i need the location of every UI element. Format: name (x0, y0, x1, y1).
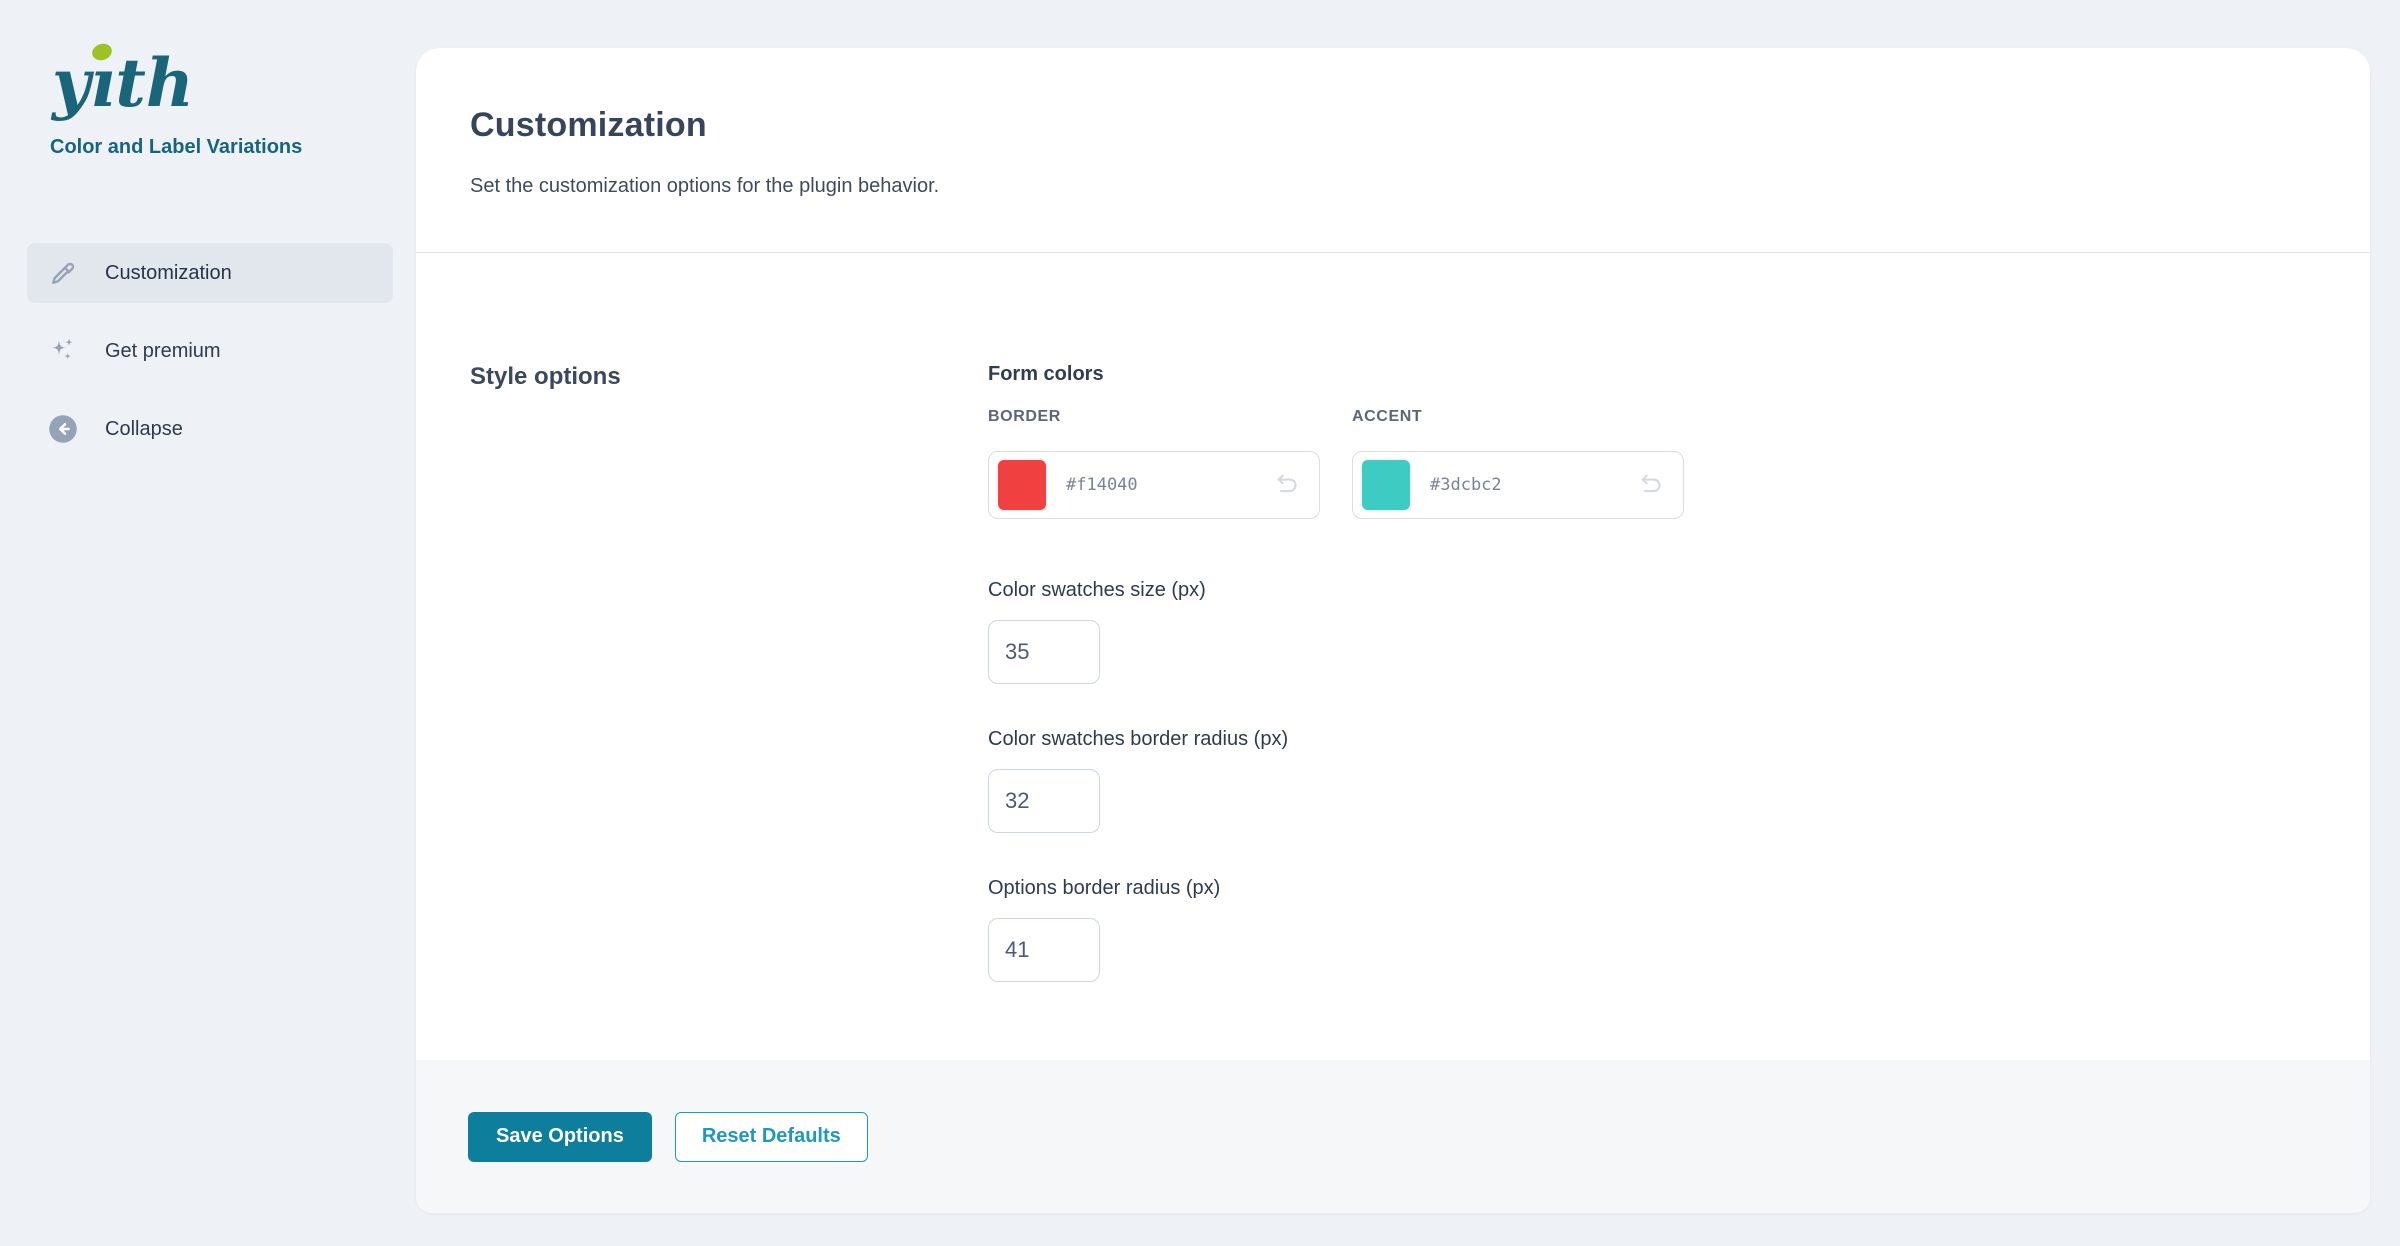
yith-logo-icon: yıth (50, 43, 194, 122)
logo-wordmark: yıth (50, 44, 194, 122)
accent-color-hex-input[interactable] (1430, 475, 1634, 495)
accent-color-swatch[interactable] (1360, 458, 1412, 512)
swatch-border-radius-group: Color swatches border radius (px) (988, 728, 2316, 833)
section-title: Style options (470, 363, 621, 390)
accent-color-field[interactable] (1352, 451, 1684, 519)
border-color-hex-input[interactable] (1066, 475, 1270, 495)
collapse-arrow-icon (47, 413, 79, 445)
swatch-border-radius-label: Color swatches border radius (px) (988, 728, 1289, 750)
accent-color-reset-button[interactable] (1634, 468, 1668, 502)
reset-defaults-button[interactable]: Reset Defaults (674, 1111, 868, 1162)
border-color-label: BORDER (988, 408, 1061, 425)
panel-body: Style options Form colors BORDER (416, 253, 2370, 982)
sidebar-item-get-premium[interactable]: Get premium (27, 321, 393, 381)
swatch-size-input[interactable] (988, 620, 1100, 684)
swatch-border-radius-input[interactable] (988, 769, 1100, 833)
swatch-size-group: Color swatches size (px) (988, 579, 2316, 684)
accent-color-label: ACCENT (1352, 408, 1423, 425)
yith-logo: yıth (46, 26, 226, 126)
sidebar: yıth Color and Label Variations Customiz… (0, 0, 416, 1246)
border-color-field[interactable] (988, 451, 1320, 519)
form-colors-label: Form colors (988, 363, 1104, 385)
logo-green-dot (92, 43, 112, 61)
section-fields-column: Form colors BORDER (988, 363, 2316, 982)
main-panel: Customization Set the customization opti… (416, 48, 2370, 1213)
swatch-size-label: Color swatches size (px) (988, 579, 1206, 601)
border-color-group: BORDER (988, 408, 1320, 519)
border-color-reset-button[interactable] (1270, 468, 1304, 502)
sidebar-item-customization[interactable]: Customization (27, 243, 393, 303)
page-subtitle: Set the customization options for the pl… (470, 175, 940, 197)
panel-header: Customization Set the customization opti… (416, 48, 2370, 253)
section-title-column: Style options (470, 363, 988, 982)
plugin-title: Color and Label Variations (50, 136, 303, 158)
accent-color-group: ACCENT (1352, 408, 1684, 519)
options-border-radius-input[interactable] (988, 918, 1100, 982)
options-border-radius-label: Options border radius (px) (988, 877, 1221, 899)
page-title: Customization (470, 106, 707, 144)
sidebar-item-label: Customization (105, 261, 232, 284)
form-colors-row: BORDER (988, 408, 2316, 519)
save-options-button[interactable]: Save Options (468, 1111, 652, 1162)
sidebar-item-label: Get premium (105, 339, 221, 362)
sparkles-icon (47, 335, 79, 367)
sidebar-item-label: Collapse (105, 417, 183, 440)
sidebar-item-collapse[interactable]: Collapse (27, 399, 393, 459)
panel-footer: Save Options Reset Defaults (416, 1060, 2370, 1213)
options-border-radius-group: Options border radius (px) (988, 877, 2316, 982)
border-color-swatch[interactable] (996, 458, 1048, 512)
eyedropper-icon (47, 257, 79, 289)
sidebar-nav: Customization Get premium (27, 243, 393, 477)
undo-icon (1641, 474, 1661, 493)
undo-icon (1277, 474, 1297, 493)
